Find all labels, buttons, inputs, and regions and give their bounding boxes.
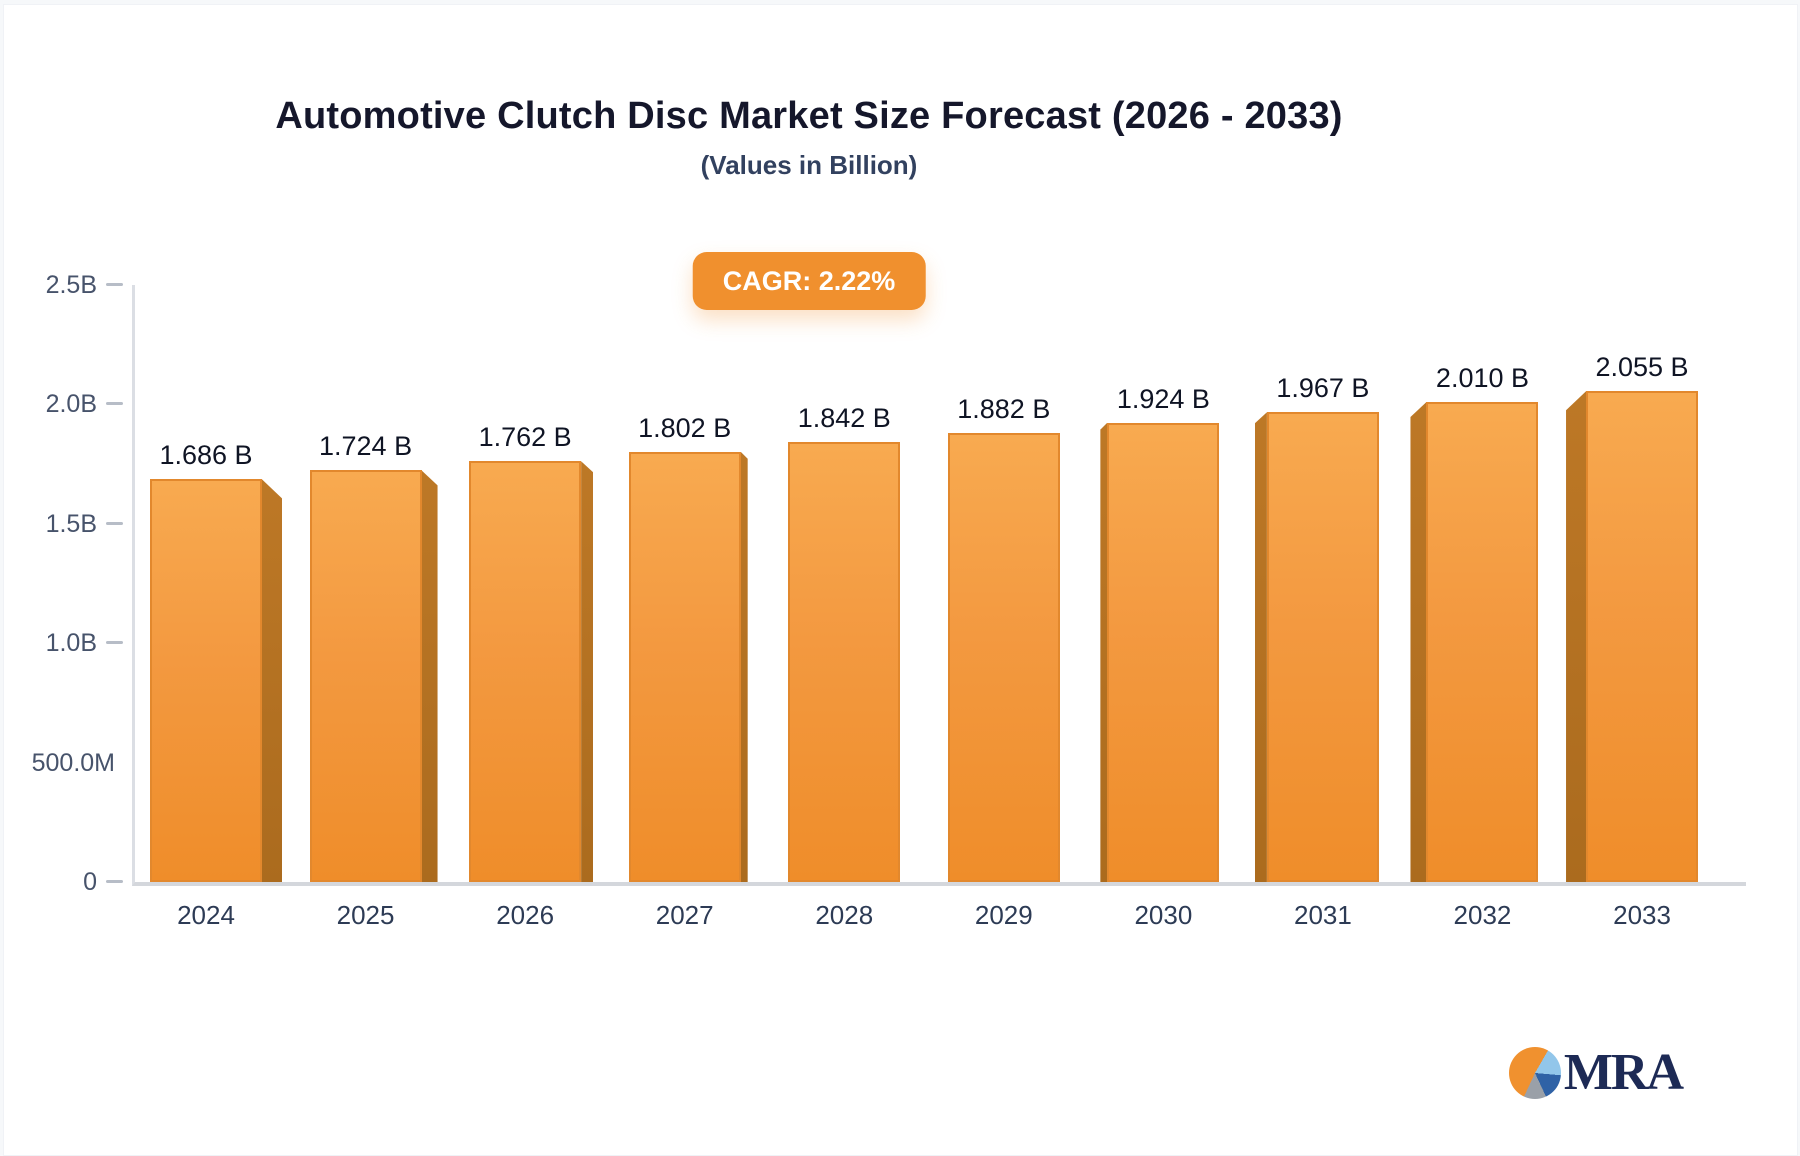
y-tick-label: 2.5B <box>45 271 97 299</box>
bar-face <box>1266 412 1379 882</box>
y-tick-1.5B: 1.5B <box>4 509 135 539</box>
y-tick-500.0M: 500.0M <box>4 748 135 778</box>
bar-3d-side <box>581 461 594 882</box>
bar-face <box>469 461 582 882</box>
bar-2024[interactable]: 1.686 B <box>150 440 282 882</box>
x-axis-label-2030: 2030 <box>1134 900 1193 930</box>
y-tick-2.0B: 2.0B <box>4 389 135 419</box>
bar-face <box>788 442 901 882</box>
bar-face <box>309 470 422 882</box>
bar-value-label: 1.762 B <box>478 422 572 453</box>
y-tick-dash <box>106 283 123 286</box>
bar-chart-plot: 2.5B 2.0B 1.5B 1.0B 500.0M 0 1.686 B 2024 1.724… <box>32 271 1746 930</box>
x-axis-label-2025: 2025 <box>336 900 395 930</box>
y-tick-dash <box>106 402 123 406</box>
bar-value-label: 1.686 B <box>159 440 253 471</box>
chart-title: Automotive Clutch Disc Market Size Forec… <box>275 95 1343 137</box>
brand-logo-text: MRA <box>1563 1044 1684 1101</box>
bar-face <box>1586 391 1699 882</box>
y-tick-label: 1.5B <box>45 509 97 538</box>
x-axis-label-2031: 2031 <box>1293 900 1352 930</box>
x-axis-label-2028: 2028 <box>815 900 874 930</box>
y-tick-label: 500.0M <box>31 748 115 777</box>
y-tick-2.5B: 2.5B <box>4 270 135 300</box>
y-tick-dash <box>106 641 123 645</box>
chart-card: Automotive Clutch Disc Market Size Forec… <box>3 4 1798 1156</box>
x-axis-label-2026: 2026 <box>496 900 555 930</box>
x-axis-label-2024: 2024 <box>177 900 235 930</box>
y-axis: 2.5B 2.0B 1.5B 1.0B 500.0M 0 <box>4 271 135 896</box>
y-tick-label: 0 <box>83 868 97 896</box>
bar-2033[interactable]: 2.055 B <box>1566 352 1699 882</box>
plot-wrap: 2.5B 2.0B 1.5B 1.0B 500.0M 0 1.686 B 2024 1.724… <box>4 271 1797 930</box>
chart-subtitle: (Values in Billion) <box>700 150 918 180</box>
bar-3d-side <box>1566 391 1587 882</box>
bar-value-label: 1.967 B <box>1276 373 1370 404</box>
bar-face <box>1426 402 1539 882</box>
bar-2031[interactable]: 1.967 B <box>1254 373 1379 882</box>
bar-value-label: 1.924 B <box>1116 383 1210 414</box>
cagr-badge: CAGR: 2.22% <box>692 252 926 310</box>
bar-face <box>947 432 1060 882</box>
bar-value-label: 2.055 B <box>1595 352 1689 383</box>
bar-face <box>1107 422 1220 882</box>
brand-logo[interactable]: MRA <box>1508 1044 1684 1101</box>
y-tick-label: 2.0B <box>45 390 97 419</box>
y-tick-label: 1.0B <box>45 629 97 658</box>
y-tick-dash <box>106 880 123 883</box>
pie-chart-icon <box>1508 1047 1561 1099</box>
bar-value-label: 1.842 B <box>797 403 891 434</box>
x-axis-label-2033: 2033 <box>1613 900 1671 930</box>
bar-3d-side <box>262 479 282 882</box>
bar-2027[interactable]: 1.802 B <box>628 413 748 882</box>
y-tick-0: 0 <box>4 867 135 897</box>
bar-face <box>150 479 262 882</box>
x-axis-label-2029: 2029 <box>974 900 1033 930</box>
chart-header: Automotive Clutch Disc Market Size Forec… <box>4 5 1614 310</box>
x-axis-label-2027: 2027 <box>655 900 714 930</box>
bar-2025[interactable]: 1.724 B <box>309 431 438 882</box>
x-axis-label-2032: 2032 <box>1453 900 1512 930</box>
bar-value-label: 1.882 B <box>957 393 1051 424</box>
bar-3d-side <box>740 451 748 882</box>
bar-value-label: 1.802 B <box>638 412 732 443</box>
bar-value-label: 1.724 B <box>319 431 413 462</box>
y-tick-1.0B: 1.0B <box>4 628 135 658</box>
bar-3d-side <box>421 470 438 882</box>
bar-2030[interactable]: 1.924 B <box>1100 384 1220 882</box>
bar-3d-side <box>1410 402 1427 882</box>
bar-2032[interactable]: 2.010 B <box>1410 363 1539 882</box>
bar-2029[interactable]: 1.882 B <box>947 394 1060 882</box>
bar-3d-side <box>1100 422 1108 882</box>
bar-face <box>628 451 741 882</box>
bar-3d-side <box>1254 412 1267 882</box>
bar-2026[interactable]: 1.762 B <box>469 422 594 882</box>
bar-value-label: 2.010 B <box>1435 363 1530 394</box>
y-tick-dash <box>106 521 123 525</box>
bar-2028[interactable]: 1.842 B <box>788 403 901 882</box>
